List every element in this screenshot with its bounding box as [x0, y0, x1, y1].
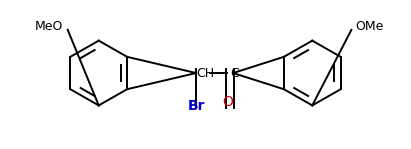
Text: Br: Br	[187, 99, 205, 113]
Text: C: C	[230, 66, 238, 80]
Text: OMe: OMe	[356, 20, 384, 33]
Text: MeO: MeO	[35, 20, 63, 33]
Text: O: O	[222, 95, 233, 109]
Text: CH: CH	[196, 66, 214, 80]
